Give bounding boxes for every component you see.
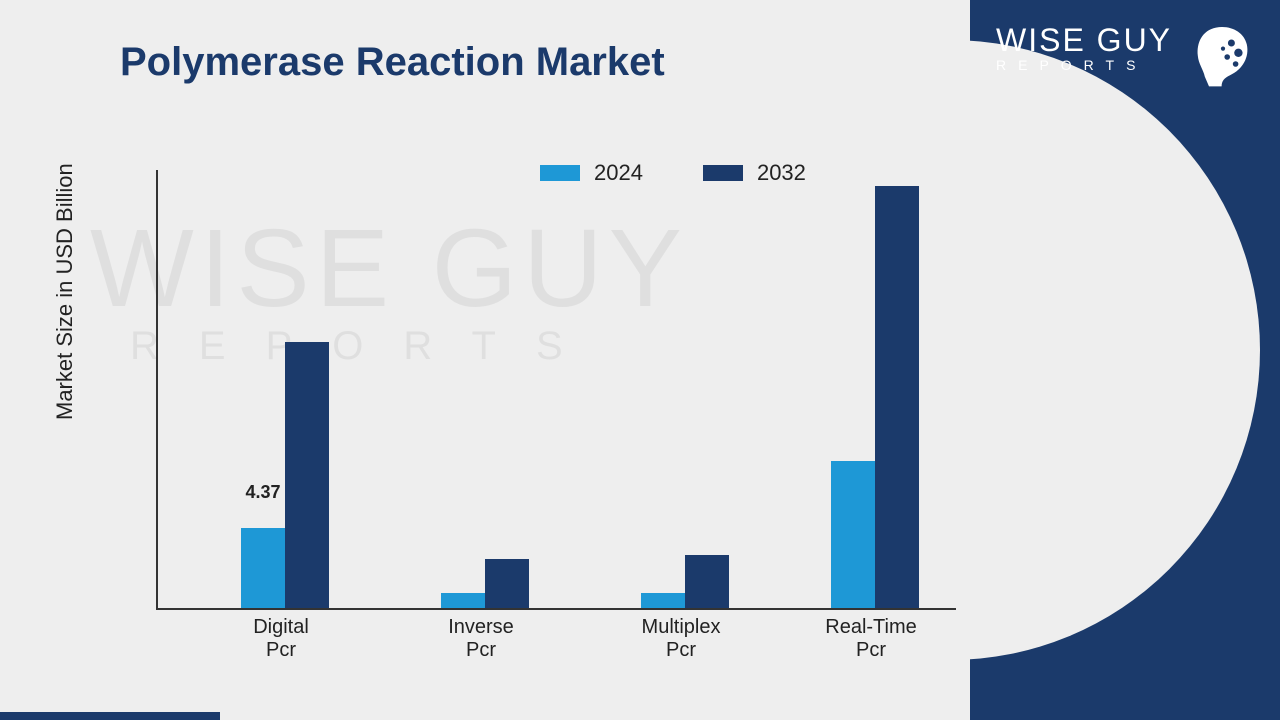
- bar-2024: [441, 593, 485, 608]
- bar-2024: [241, 528, 285, 608]
- bar-chart: Market Size in USD Billion 2024 2032 4.3…: [100, 170, 970, 670]
- category-label: InversePcr: [411, 616, 551, 662]
- figure: WISE GUY REPORTS Polymerase Reaction Mar…: [0, 0, 1280, 720]
- bar-2032: [285, 342, 329, 608]
- plot-area: 4.37: [156, 170, 956, 610]
- category-label: MultiplexPcr: [611, 616, 751, 662]
- bar-2032: [485, 559, 529, 609]
- bottom-accent: [0, 712, 220, 720]
- category-label: DigitalPcr: [211, 616, 351, 662]
- bar-value-label: 4.37: [245, 482, 280, 503]
- y-axis-label: Market Size in USD Billion: [52, 163, 78, 420]
- bar-2024: [831, 461, 875, 608]
- bar-2032: [875, 186, 919, 608]
- category-label: Real-TimePcr: [801, 616, 941, 662]
- brand-head-icon: [1188, 22, 1258, 92]
- bar-2024: [641, 593, 685, 608]
- chart-title: Polymerase Reaction Market: [120, 40, 665, 85]
- bar-2032: [685, 555, 729, 608]
